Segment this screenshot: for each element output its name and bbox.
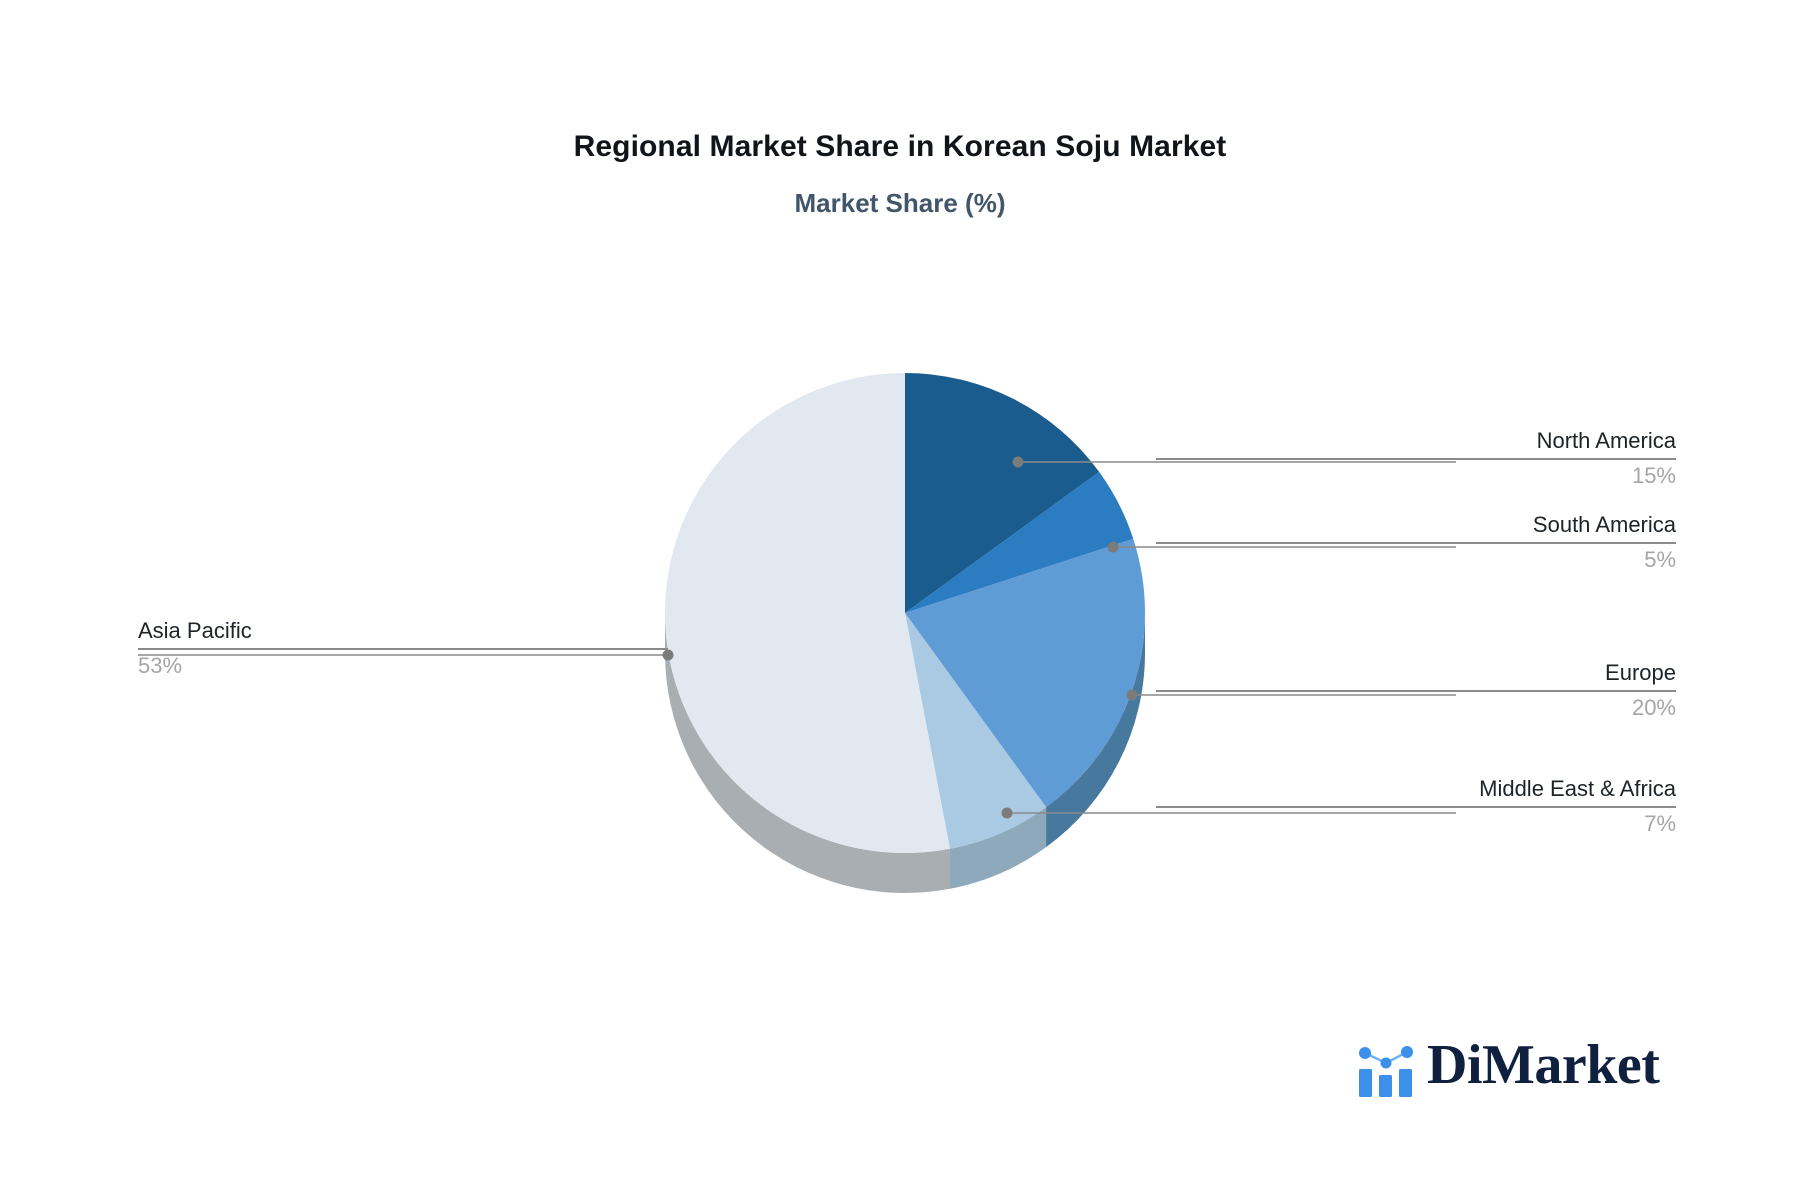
callout-asia-pacific[interactable]: Asia Pacific 53% <box>138 616 668 681</box>
callout-rule <box>1156 806 1676 808</box>
pie-slice-north-america[interactable] <box>905 373 1100 613</box>
pie-slice-south-america[interactable] <box>905 471 1134 613</box>
bar-chart-logo-icon <box>1359 1046 1413 1097</box>
leader-dot-europe <box>1126 689 1138 701</box>
callout-value-north-america: 15% <box>1631 463 1676 488</box>
leader-dot-asia-pacific <box>662 649 674 661</box>
pie-side-asia-pacific <box>665 613 950 893</box>
pie-slice-europe[interactable] <box>905 538 1145 808</box>
pie-3d-sides <box>665 613 1145 893</box>
callout-label-north-america: North America <box>1536 428 1676 453</box>
callout-label-south-america: South America <box>1532 512 1676 537</box>
leader-dot-middle-east-africa <box>1001 807 1013 819</box>
callout-rule <box>1156 542 1676 544</box>
callout-north-america[interactable]: North America 15% <box>1156 426 1676 491</box>
callout-value-middle-east-africa: 7% <box>1644 811 1676 836</box>
pie-slice-asia-pacific[interactable] <box>665 373 950 853</box>
callout-value-south-america: 5% <box>1644 547 1676 572</box>
pie-slice-middle-east-africa[interactable] <box>905 613 1047 849</box>
chart-title: Regional Market Share in Korean Soju Mar… <box>573 130 1227 163</box>
dimarket-logo: DiMarket <box>1355 1034 1660 1107</box>
leader-dot-north-america <box>1012 456 1024 468</box>
callout-rule <box>138 648 668 650</box>
logo-wordmark: DiMarket <box>1427 1034 1660 1096</box>
leader-dot-south-america <box>1107 541 1119 553</box>
pie-top-faces <box>665 373 1145 853</box>
callout-south-america[interactable]: South America 5% <box>1156 510 1676 575</box>
callout-europe[interactable]: Europe 20% <box>1156 658 1676 723</box>
callout-label-middle-east-africa: Middle East & Africa <box>1479 776 1676 801</box>
callout-label-europe: Europe <box>1605 660 1676 685</box>
callout-middle-east-africa[interactable]: Middle East & Africa 7% <box>1156 774 1676 839</box>
leader-lines <box>138 461 1456 814</box>
pie-side-middle-east-africa <box>949 807 1047 889</box>
callout-rule <box>1156 458 1676 460</box>
chart-subtitle: Market Share (%) <box>794 188 1006 218</box>
pie-side-europe <box>1046 613 1145 848</box>
callout-rule <box>1156 690 1676 692</box>
callout-label-asia-pacific: Asia Pacific <box>138 618 252 643</box>
leader-dots <box>662 456 1138 819</box>
callout-value-europe: 20% <box>1631 695 1676 720</box>
callout-value-asia-pacific: 53% <box>138 653 183 678</box>
